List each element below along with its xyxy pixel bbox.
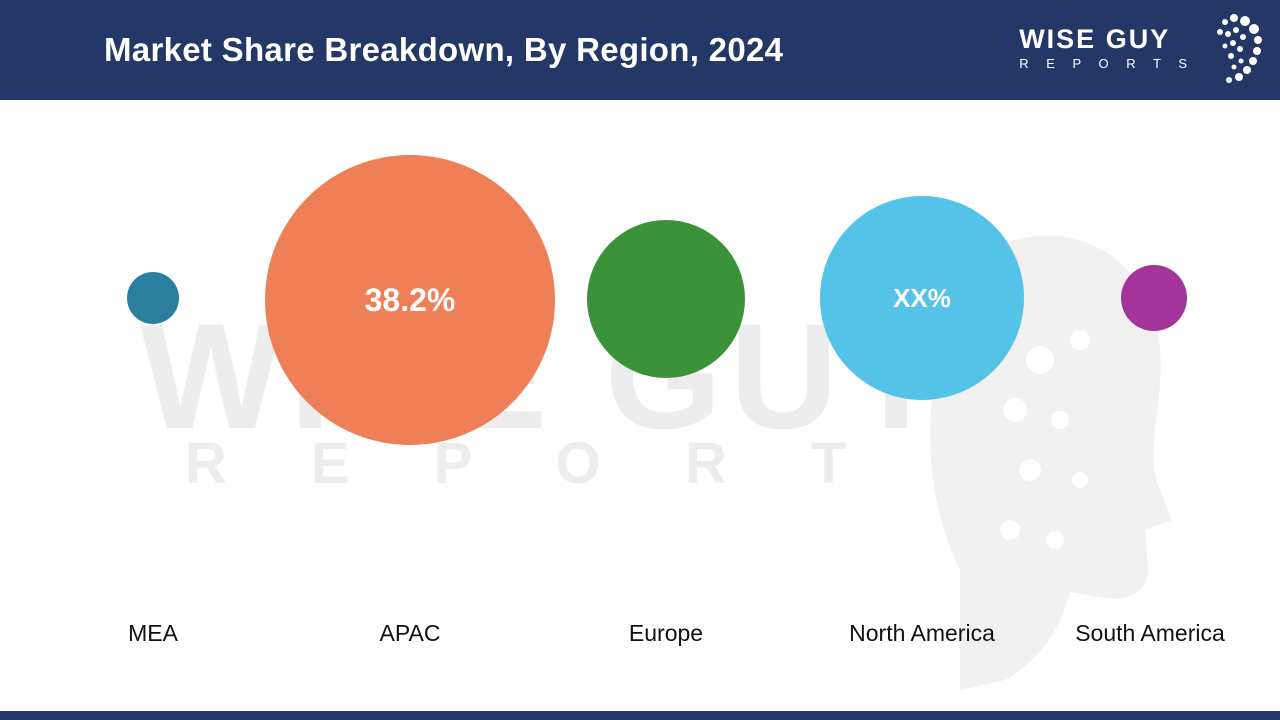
header: Market Share Breakdown, By Region, 2024 …: [0, 0, 1280, 100]
bubble-north-america-value: XX%: [893, 282, 951, 313]
page-title: Market Share Breakdown, By Region, 2024: [104, 31, 784, 68]
category-label-north-america: North America: [849, 620, 995, 646]
category-label-mea: MEA: [128, 620, 178, 646]
category-label-south-america: South America: [1075, 620, 1225, 646]
bubble-north-america: XX%: [820, 196, 1024, 400]
logo-subtitle: R E P O R T S: [1019, 56, 1194, 72]
wiseguy-logo: WISE GUY R E P O R T S: [1019, 12, 1262, 84]
logo-wordmark: WISE GUY: [1019, 23, 1171, 54]
bubble-apac-value: 38.2%: [364, 281, 456, 318]
category-label-apac: APAC: [379, 620, 441, 646]
bubble-europe: [587, 220, 745, 378]
bubble-apac: 38.2%: [265, 155, 555, 445]
logo-text: WISE GUY R E P O R T S: [1019, 23, 1194, 72]
footer-bar: [0, 711, 1280, 720]
logo-head-dots-icon: [1217, 14, 1262, 83]
bubble-mea: [127, 272, 179, 324]
category-label-europe: Europe: [628, 620, 704, 646]
watermark-line2: R E P O R T S: [185, 431, 1004, 496]
bubble-south-america: [1121, 265, 1187, 331]
